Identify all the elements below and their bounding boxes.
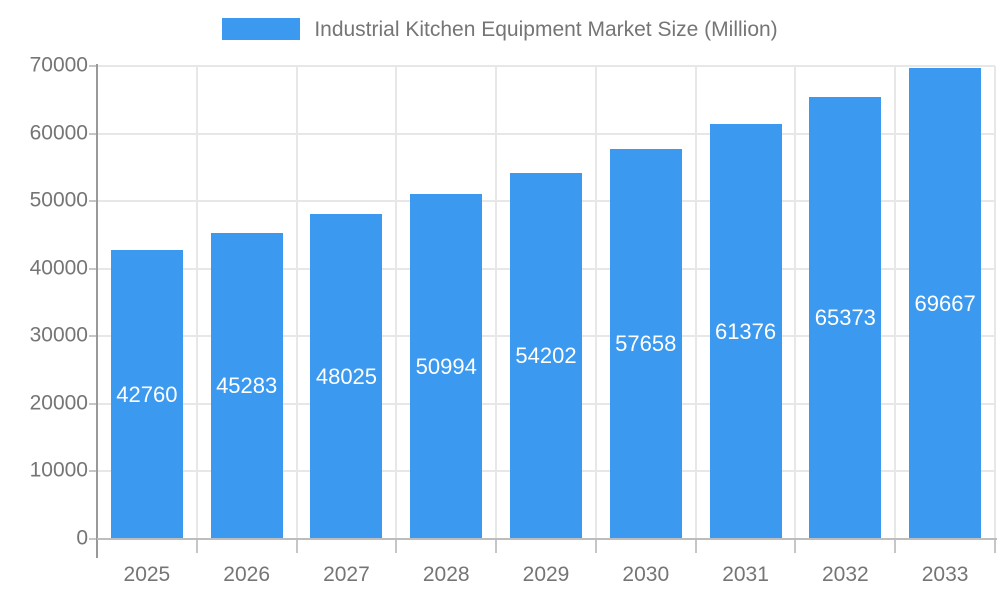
bar-2029[interactable] [510,172,582,539]
bar-2030[interactable] [609,149,682,539]
bar-value-label: 57658 [615,331,677,357]
bar-value-label: 69667 [914,290,976,316]
x-axis-label: 2028 [422,563,470,586]
x-axis-tick [894,539,897,553]
gridline-horizontal [97,132,995,135]
y-axis-tick [89,402,97,405]
x-axis-tick [594,539,597,553]
x-axis-label: 2030 [622,563,670,586]
gridline-vertical [994,66,996,539]
bar-value-label: 54202 [515,342,577,368]
y-axis-tick [89,65,97,67]
bar-value-label: 45283 [216,373,278,398]
bar-2025[interactable] [110,250,183,539]
x-axis-label: 2032 [821,563,869,586]
y-axis-label: 10000 [29,458,88,482]
bar-value-label: 48025 [315,363,378,389]
bar-2032[interactable] [809,97,882,539]
y-axis-tick [89,538,97,540]
legend-swatch-icon [222,18,301,40]
x-axis-line [97,538,997,540]
gridline-vertical [495,66,498,539]
gridline-vertical [694,66,697,539]
x-axis-tick [195,539,198,553]
y-axis-label: 0 [76,526,88,550]
y-axis-label: 60000 [29,121,88,145]
y-axis-tick [89,470,97,473]
x-axis-label: 2031 [722,563,769,586]
gridline-horizontal [97,65,995,67]
x-axis-tick [694,539,697,553]
bar-2026[interactable] [210,233,283,539]
y-axis-label: 40000 [29,256,88,280]
gridline-vertical [195,66,198,539]
y-axis-tick [89,267,97,270]
y-axis-label: 70000 [29,53,88,77]
bar-value-label: 61376 [714,318,777,344]
y-axis-line [96,64,98,558]
legend-item[interactable]: Industrial Kitchen Equipment Market Size… [0,18,1000,40]
x-axis-label: 2025 [123,563,171,586]
x-axis-label: 2033 [921,563,969,586]
x-axis-tick [994,539,996,553]
gridline-vertical [794,66,797,539]
gridline-vertical [894,66,897,539]
x-axis-label: 2027 [323,563,370,586]
bar-2027[interactable] [310,214,383,539]
x-axis-label: 2029 [522,563,570,586]
x-axis-tick [495,539,498,553]
x-axis-tick [794,539,797,553]
y-axis-tick [89,200,97,203]
bar-value-label: 65373 [814,305,876,331]
y-axis-label: 30000 [29,323,88,347]
bar-2031[interactable] [709,124,782,539]
y-axis-tick [89,132,97,135]
gridline-vertical [594,66,597,539]
y-axis-label: 50000 [29,188,88,212]
bar-2033[interactable] [909,68,982,539]
gridline-vertical [295,66,298,539]
y-axis-tick [89,335,97,338]
y-axis-label: 20000 [29,391,88,415]
x-axis-tick [295,539,298,553]
bar-2028[interactable] [410,194,483,539]
legend-label: Industrial Kitchen Equipment Market Size… [314,17,778,41]
bar-value-label: 42760 [116,381,178,407]
x-axis-label: 2026 [223,563,271,586]
bar-value-label: 50994 [415,353,477,379]
gridline-vertical [395,66,398,539]
x-axis-tick [395,539,398,553]
